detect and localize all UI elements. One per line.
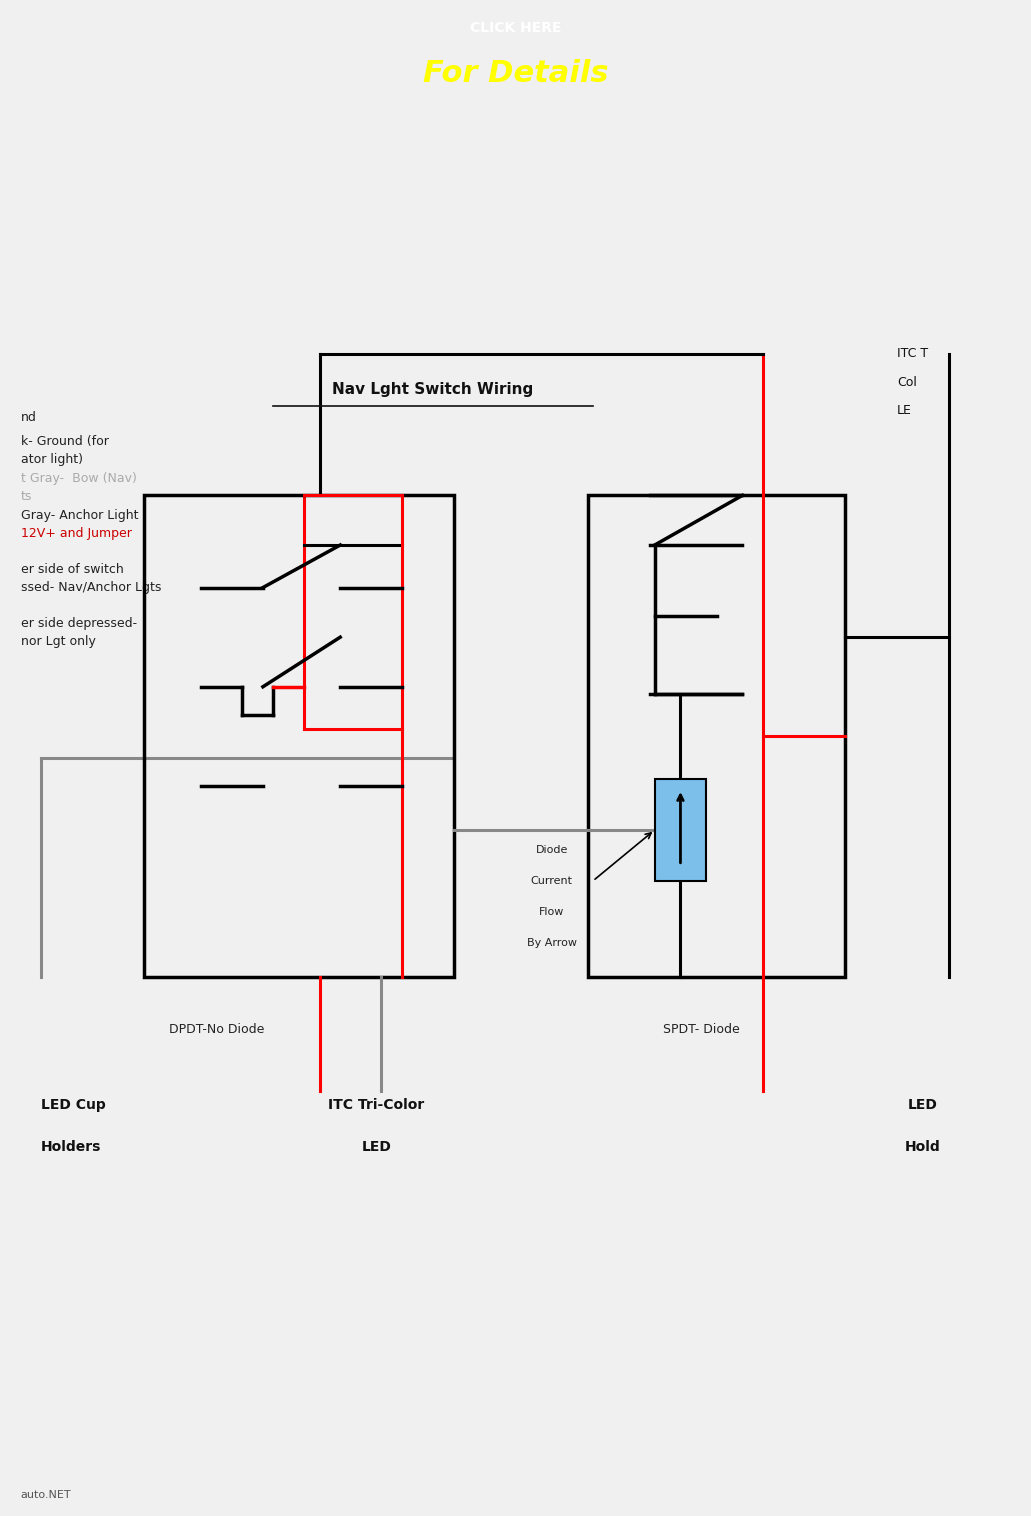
Text: Col: Col	[897, 376, 917, 388]
Text: Holders: Holders	[41, 1140, 102, 1155]
Text: LE: LE	[897, 403, 911, 417]
Text: Diode: Diode	[535, 844, 568, 855]
Text: LED: LED	[908, 1098, 937, 1111]
Text: auto.NET: auto.NET	[21, 1490, 71, 1499]
Bar	[144, 496, 454, 978]
Text: ts: ts	[21, 490, 32, 503]
Text: er side depressed-: er side depressed-	[21, 617, 137, 629]
Text: Nav Lght Switch Wiring: Nav Lght Switch Wiring	[332, 382, 534, 397]
Text: k- Ground (for: k- Ground (for	[21, 435, 108, 449]
Text: t Gray-  Bow (Nav): t Gray- Bow (Nav)	[21, 471, 136, 485]
Text: SPDT- Diode: SPDT- Diode	[663, 1023, 739, 1037]
Text: LED: LED	[362, 1140, 391, 1155]
Text: CLICK HERE: CLICK HERE	[470, 21, 561, 35]
Bar	[588, 496, 845, 978]
Text: Gray- Anchor Light: Gray- Anchor Light	[21, 509, 138, 522]
Bar	[655, 779, 706, 881]
Text: nd: nd	[21, 411, 36, 424]
Text: 12V+ and Jumper: 12V+ and Jumper	[21, 528, 132, 540]
Text: ator light): ator light)	[21, 453, 82, 467]
Text: ITC T: ITC T	[897, 347, 928, 361]
Text: DPDT-No Diode: DPDT-No Diode	[169, 1023, 264, 1037]
Text: ssed- Nav/Anchor Lgts: ssed- Nav/Anchor Lgts	[21, 581, 161, 594]
Text: Current: Current	[531, 876, 572, 885]
Text: er side of switch: er side of switch	[21, 562, 124, 576]
Text: Hold: Hold	[905, 1140, 940, 1155]
Text: ITC Tri-Color: ITC Tri-Color	[328, 1098, 425, 1111]
Text: Flow: Flow	[539, 907, 564, 917]
Text: For Details: For Details	[423, 59, 608, 88]
Text: nor Lgt only: nor Lgt only	[21, 635, 96, 647]
Text: By Arrow: By Arrow	[527, 938, 576, 949]
Text: LED Cup: LED Cup	[41, 1098, 106, 1111]
